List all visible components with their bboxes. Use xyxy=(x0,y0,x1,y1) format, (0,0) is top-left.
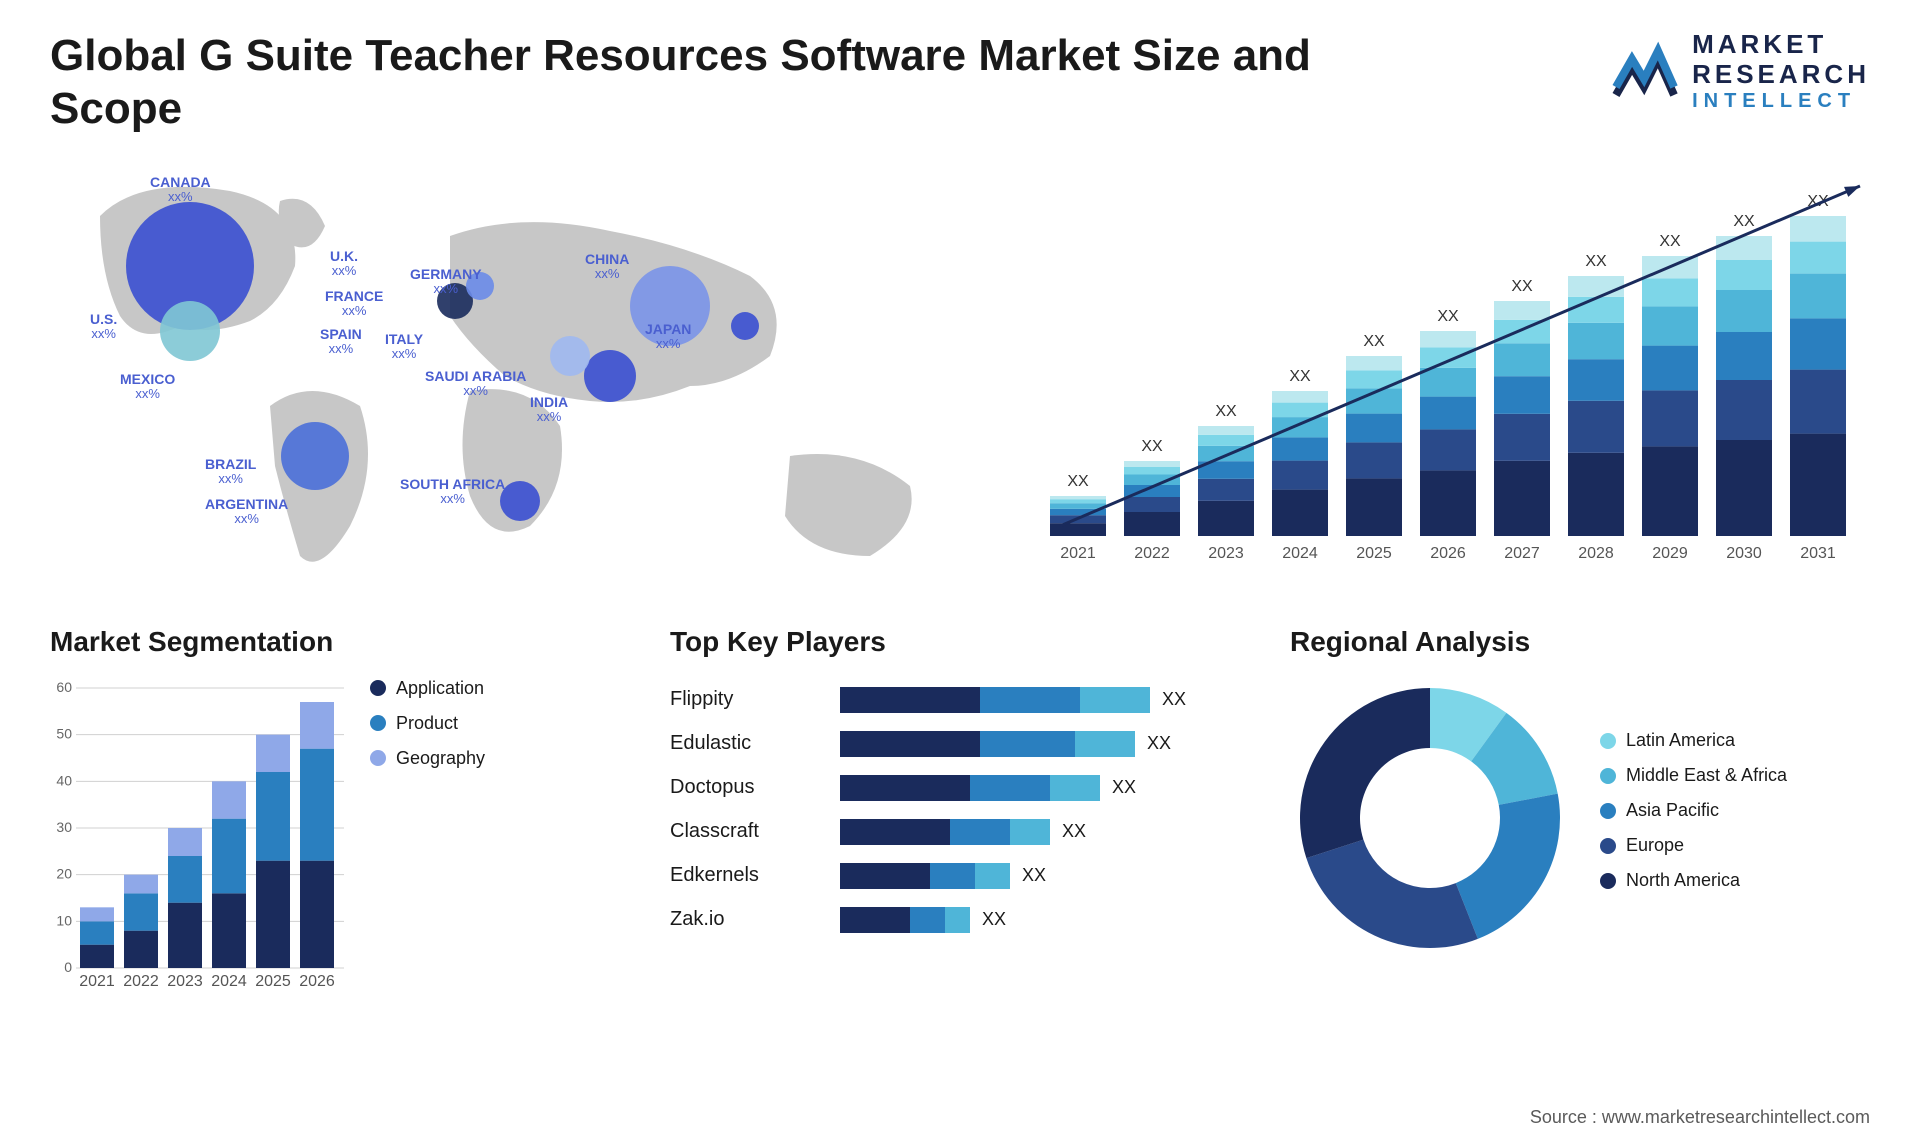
svg-text:10: 10 xyxy=(56,912,72,928)
segmentation-title: Market Segmentation xyxy=(50,626,630,658)
key-players-title: Top Key Players xyxy=(670,626,1250,658)
svg-text:2023: 2023 xyxy=(1208,545,1244,562)
svg-text:2030: 2030 xyxy=(1726,545,1762,562)
logo-line2: RESEARCH xyxy=(1692,60,1870,90)
key-player-row: XX xyxy=(840,678,1250,722)
regional-legend: Latin America Middle East & Africa Asia Pa… xyxy=(1600,730,1787,905)
svg-text:30: 30 xyxy=(56,819,72,835)
svg-text:XX: XX xyxy=(1215,403,1237,420)
map-label-india: INDIAxx% xyxy=(530,394,568,425)
key-player-name: Flippity xyxy=(670,678,820,722)
logo-line3: INTELLECT xyxy=(1692,90,1870,113)
svg-text:XX: XX xyxy=(1659,233,1681,250)
svg-text:XX: XX xyxy=(1289,368,1311,385)
svg-text:2024: 2024 xyxy=(1282,545,1318,562)
map-label-argentina: ARGENTINAxx% xyxy=(205,496,288,527)
legend-item: Europe xyxy=(1600,835,1787,856)
key-player-row: XX xyxy=(840,810,1250,854)
row-top: CANADAxx% U.S.xx% MEXICOxx% BRAZILxx% ARGENT… xyxy=(50,156,1870,586)
key-players-bars: XXXXXXXXXXXX xyxy=(840,678,1250,942)
key-players-panel: Top Key Players FlippityEdulasticDoctopu… xyxy=(670,626,1250,1026)
svg-text:2028: 2028 xyxy=(1578,545,1614,562)
svg-text:20: 20 xyxy=(56,865,72,881)
map-label-italy: ITALYxx% xyxy=(385,331,423,362)
legend-item: Middle East & Africa xyxy=(1600,765,1787,786)
source-attribution: Source : www.marketresearchintellect.com xyxy=(1530,1107,1870,1128)
svg-text:XX: XX xyxy=(1067,473,1089,490)
segmentation-chart: 0 10 20 30 40 50 60 2021 2022 2023 2024 2025 2026 xyxy=(50,678,350,998)
svg-text:2031: 2031 xyxy=(1800,545,1836,562)
key-player-name: Edulastic xyxy=(670,722,820,766)
brand-logo: MARKET RESEARCH INTELLECT xyxy=(1610,30,1870,113)
svg-text:XX: XX xyxy=(1733,213,1755,230)
map-label-mexico: MEXICOxx% xyxy=(120,371,175,402)
regional-donut xyxy=(1290,678,1570,958)
key-player-row: XX xyxy=(840,722,1250,766)
svg-text:2026: 2026 xyxy=(1430,545,1466,562)
regional-panel: Regional Analysis Latin America Middle Ea… xyxy=(1290,626,1870,1026)
map-label-japan: JAPANxx% xyxy=(645,321,691,352)
svg-text:XX: XX xyxy=(1437,308,1459,325)
key-player-row: XX xyxy=(840,766,1250,810)
growth-svg: 2021 XX 2022 XX 2023 XX 2024 XX 2025 XX 2026 XX 2027… xyxy=(1010,156,1870,576)
svg-text:XX: XX xyxy=(1511,278,1533,295)
key-player-row: XX xyxy=(840,854,1250,898)
legend-item: Asia Pacific xyxy=(1600,800,1787,821)
map-label-u-s-: U.S.xx% xyxy=(90,311,117,342)
svg-text:2026: 2026 xyxy=(299,973,335,990)
svg-text:2029: 2029 xyxy=(1652,545,1688,562)
key-player-name: Classcraft xyxy=(670,810,820,854)
svg-text:2024: 2024 xyxy=(211,973,247,990)
legend-item: Geography xyxy=(370,748,485,769)
map-label-saudi-arabia: SAUDI ARABIAxx% xyxy=(425,368,526,399)
svg-text:2025: 2025 xyxy=(255,973,291,990)
growth-bar-chart: 2021 XX 2022 XX 2023 XX 2024 XX 2025 XX 2026 XX 2027… xyxy=(1010,156,1870,586)
svg-text:2022: 2022 xyxy=(1134,545,1170,562)
map-label-germany: GERMANYxx% xyxy=(410,266,482,297)
svg-text:2021: 2021 xyxy=(1060,545,1096,562)
legend-item: North America xyxy=(1600,870,1787,891)
key-player-name: Doctopus xyxy=(670,766,820,810)
key-players-names: FlippityEdulasticDoctopusClasscraftEdker… xyxy=(670,678,820,942)
svg-text:40: 40 xyxy=(56,772,72,788)
logo-icon xyxy=(1610,37,1680,105)
map-label-spain: SPAINxx% xyxy=(320,326,362,357)
map-label-france: FRANCExx% xyxy=(325,288,383,319)
map-label-south-africa: SOUTH AFRICAxx% xyxy=(400,476,505,507)
svg-text:2027: 2027 xyxy=(1504,545,1540,562)
svg-text:XX: XX xyxy=(1585,253,1607,270)
svg-text:0: 0 xyxy=(64,959,72,975)
key-player-name: Edkernels xyxy=(670,854,820,898)
key-player-name: Zak.io xyxy=(670,898,820,942)
map-label-canada: CANADAxx% xyxy=(150,174,211,205)
map-label-brazil: BRAZILxx% xyxy=(205,456,256,487)
svg-text:2025: 2025 xyxy=(1356,545,1392,562)
map-label-u-k-: U.K.xx% xyxy=(330,248,358,279)
svg-text:XX: XX xyxy=(1141,438,1163,455)
svg-text:60: 60 xyxy=(56,679,72,695)
svg-text:2022: 2022 xyxy=(123,973,159,990)
regional-title: Regional Analysis xyxy=(1290,626,1870,658)
legend-item: Application xyxy=(370,678,485,699)
svg-text:2023: 2023 xyxy=(167,973,203,990)
svg-text:2021: 2021 xyxy=(79,973,115,990)
header: Global G Suite Teacher Resources Softwar… xyxy=(50,30,1870,136)
key-player-row: XX xyxy=(840,898,1250,942)
row-bottom: Market Segmentation 0 10 20 30 40 50 60 2021 202… xyxy=(50,626,1870,1026)
legend-item: Product xyxy=(370,713,485,734)
page-title: Global G Suite Teacher Resources Softwar… xyxy=(50,30,1350,136)
world-map-panel: CANADAxx% U.S.xx% MEXICOxx% BRAZILxx% ARGENT… xyxy=(50,156,970,586)
logo-line1: MARKET xyxy=(1692,30,1870,60)
svg-text:50: 50 xyxy=(56,725,72,741)
segmentation-legend: Application Product Geography xyxy=(370,678,485,998)
svg-text:XX: XX xyxy=(1363,333,1385,350)
legend-item: Latin America xyxy=(1600,730,1787,751)
map-label-china: CHINAxx% xyxy=(585,251,629,282)
segmentation-panel: Market Segmentation 0 10 20 30 40 50 60 2021 202… xyxy=(50,626,630,1026)
